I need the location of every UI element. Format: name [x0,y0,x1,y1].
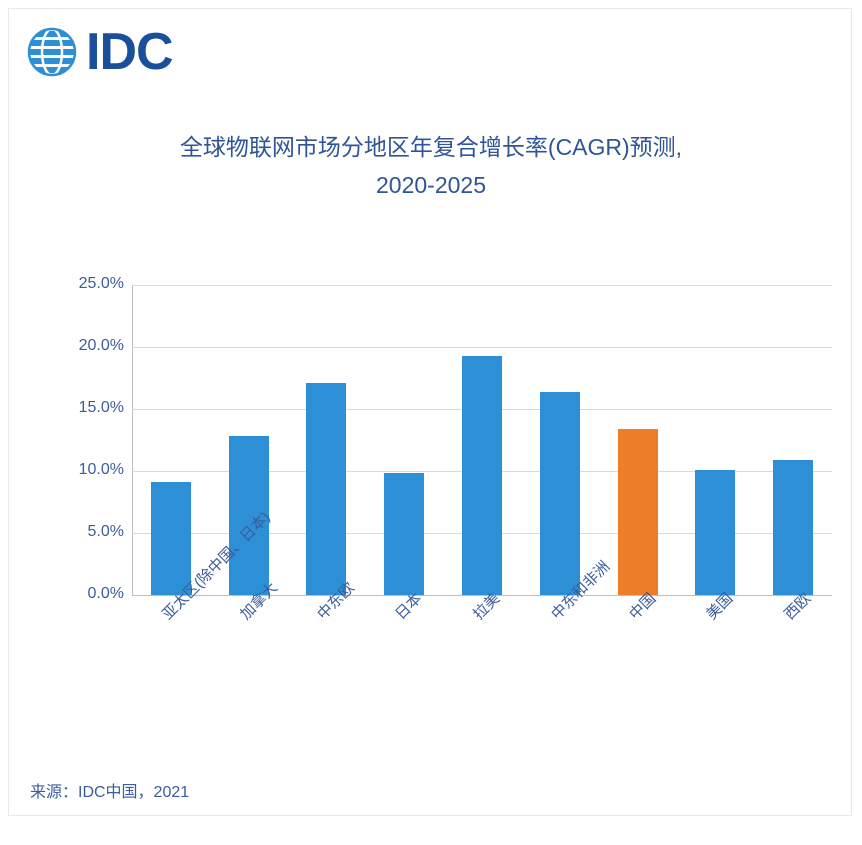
bars-layer [132,285,832,595]
y-tick-label: 5.0% [87,523,124,540]
y-tick-label: 20.0% [78,337,124,354]
gridline [132,595,832,596]
bar [773,459,814,595]
chart-title: 全球物联网市场分地区年复合增长率(CAGR)预测, 2020-2025 [60,128,802,204]
bar [384,473,425,595]
bar [695,469,736,595]
globe-icon [26,26,78,78]
y-tick-label: 10.0% [78,461,124,478]
y-axis-line [132,285,133,595]
idc-logo: IDC [26,23,174,81]
y-tick-label: 0.0% [87,585,124,602]
chart-page: IDC 全球物联网市场分地区年复合增长率(CAGR)预测, 2020-2025 … [0,8,862,816]
bar [462,355,502,595]
source-note: 来源：IDC中国，2021 [30,784,190,801]
y-tick-label: 25.0% [78,275,124,292]
y-tick-label: 15.0% [78,399,124,416]
bar [306,382,347,595]
chart-plot: 0.0% 5.0% 10.0% 15.0% 20.0% 25.0% 亚太区(除中国、日本)… [0,255,862,755]
gridline [132,347,832,348]
bar [228,436,269,595]
x-axis-tick-labels: 亚太区(除中国、日本) 加拿大 中东欧 日本 拉美 中东和非洲 中国 美国 西欧 [132,509,832,783]
logo-wordmark: IDC [86,23,174,81]
y-axis-tick-labels: 0.0% 5.0% 10.0% 15.0% 20.0% 25.0% [50,275,124,602]
chart-title-line1: 全球物联网市场分地区年复合增长率(CAGR)预测, [179,134,683,160]
gridline [132,285,832,286]
bar [150,482,191,595]
chart-title-line2: 2020-2025 [376,172,486,198]
bar [617,428,658,595]
bar [539,391,580,595]
